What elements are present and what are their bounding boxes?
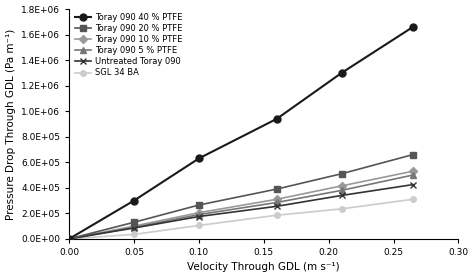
Toray 090 20 % PTFE (274, 187, 280, 191)
Untreated Toray 090 (66, 237, 72, 240)
Line: Toray 090 5 % PTFE: Toray 090 5 % PTFE (66, 172, 416, 242)
Toray 090 5 % PTFE (196, 213, 202, 216)
Toray 090 40 % PTFE (131, 199, 137, 202)
Toray 090 10 % PTFE (196, 211, 202, 214)
SGL 34 BA (339, 207, 345, 210)
SGL 34 BA (66, 237, 72, 240)
Toray 090 10 % PTFE (131, 224, 137, 228)
Toray 090 10 % PTFE (66, 237, 72, 240)
Toray 090 40 % PTFE (66, 237, 72, 240)
Line: Untreated Toray 090: Untreated Toray 090 (66, 181, 417, 242)
SGL 34 BA (131, 233, 137, 236)
Untreated Toray 090 (410, 183, 416, 186)
Toray 090 40 % PTFE (196, 157, 202, 160)
Untreated Toray 090 (274, 205, 280, 208)
Toray 090 20 % PTFE (131, 221, 137, 224)
X-axis label: Velocity Through GDL (m s⁻¹): Velocity Through GDL (m s⁻¹) (187, 262, 340, 272)
Toray 090 20 % PTFE (66, 237, 72, 240)
Untreated Toray 090 (339, 194, 345, 197)
Toray 090 20 % PTFE (339, 172, 345, 175)
Toray 090 5 % PTFE (339, 189, 345, 192)
Toray 090 20 % PTFE (196, 203, 202, 207)
Toray 090 10 % PTFE (410, 170, 416, 173)
SGL 34 BA (274, 214, 280, 217)
Untreated Toray 090 (131, 226, 137, 230)
Legend: Toray 090 40 % PTFE, Toray 090 20 % PTFE, Toray 090 10 % PTFE, Toray 090 5 % PTF: Toray 090 40 % PTFE, Toray 090 20 % PTFE… (73, 11, 184, 79)
Y-axis label: Pressure Drop Through GDL (Pa m⁻¹): Pressure Drop Through GDL (Pa m⁻¹) (6, 28, 16, 220)
Line: Toray 090 40 % PTFE: Toray 090 40 % PTFE (66, 23, 417, 242)
Toray 090 10 % PTFE (339, 184, 345, 188)
Line: Toray 090 20 % PTFE: Toray 090 20 % PTFE (66, 152, 416, 242)
Toray 090 40 % PTFE (410, 25, 416, 29)
SGL 34 BA (196, 224, 202, 227)
Toray 090 5 % PTFE (66, 237, 72, 240)
Toray 090 20 % PTFE (410, 153, 416, 156)
Toray 090 40 % PTFE (339, 71, 345, 75)
Toray 090 5 % PTFE (410, 173, 416, 177)
Line: Toray 090 10 % PTFE: Toray 090 10 % PTFE (66, 168, 416, 242)
Toray 090 5 % PTFE (274, 201, 280, 204)
Toray 090 40 % PTFE (274, 117, 280, 121)
SGL 34 BA (410, 198, 416, 201)
Toray 090 5 % PTFE (131, 226, 137, 229)
Line: SGL 34 BA: SGL 34 BA (66, 197, 416, 242)
Toray 090 10 % PTFE (274, 198, 280, 201)
Untreated Toray 090 (196, 215, 202, 218)
